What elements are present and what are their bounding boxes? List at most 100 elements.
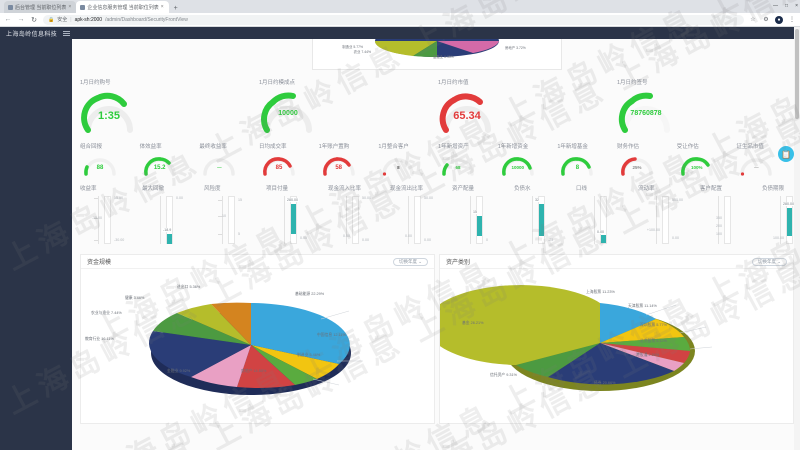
gauge-ring: 78760878 <box>617 88 675 136</box>
small-gauge-1[interactable]: 体效益率 15.2 <box>140 142 200 178</box>
slider-6[interactable]: 资产配量 15 0 <box>452 184 514 246</box>
big-gauge-2[interactable]: 1月日约市值 65.34 <box>438 78 617 136</box>
slider-tick-label: 200 <box>716 224 722 228</box>
slider-track-box[interactable]: 50.00 0.00 0.00 <box>390 194 452 246</box>
page-scrollbar[interactable] <box>794 27 800 450</box>
small-gauge-0[interactable]: 组合回报 88 <box>80 142 140 178</box>
big-gauge-label: 1月日约市值 <box>438 80 469 86</box>
pie-callout-7: 债券 20.66% <box>594 381 616 385</box>
slider-5[interactable]: 现金流出比率 50.00 0.00 0.00 <box>390 184 452 246</box>
slider-9[interactable]: 流动率 500.00 +100.00 0.00 <box>638 184 700 246</box>
slider-tick-label: 0.00 <box>424 238 431 242</box>
slider-2[interactable]: 风险度 15 10 5 <box>204 184 266 246</box>
gauge-ring: — <box>736 152 776 178</box>
secure-label: 安全 <box>57 17 68 23</box>
gauge-ring: 10000 <box>259 88 317 136</box>
slider-10[interactable]: 客户配置 350 200 100 <box>700 184 762 246</box>
slider-track-box[interactable]: 15.00 -15.00 -30.00 <box>80 194 142 246</box>
panel-year-switch-button[interactable]: 切换年度 ⌄ <box>392 257 428 266</box>
browser-tab-1[interactable]: 企业信息服务管理 当前职位列表 × <box>76 1 169 13</box>
menu-icon[interactable]: ⋮ <box>789 17 795 23</box>
small-gauge-8[interactable]: 1年新增基金 8 <box>557 142 617 178</box>
small-gauge-label: 最终收益率 <box>199 144 227 150</box>
slider-value-label: 0.00 <box>596 230 605 234</box>
big-gauge-1[interactable]: 1月日约模成点 10000 <box>259 78 438 136</box>
small-gauge-2[interactable]: 最终收益率 — <box>199 142 259 178</box>
slider-track-box[interactable]: 280.00 0.00 <box>266 194 328 246</box>
forward-icon[interactable]: → <box>17 16 25 23</box>
small-gauge-9[interactable]: 财务作估 25% <box>617 142 677 178</box>
address-bar[interactable]: 🔒 安全 | apk-sh:2000/admin/Dashboard/Secur… <box>43 14 744 25</box>
small-gauge-label: 1年新增资金 <box>497 144 529 150</box>
gauge-ring: 10000 <box>498 152 538 178</box>
new-tab-button[interactable]: + <box>173 5 178 12</box>
pie-callout-6: 农业与渔业 7.44% <box>91 311 122 315</box>
slider-track-box[interactable]: 15 10 5 <box>204 194 266 246</box>
pie-callout-5: 教育行业 16.11% <box>85 337 114 341</box>
browser-tab-0[interactable]: 后台管理 当前职位列表 × <box>4 1 77 13</box>
panel-fund-scale: 资金规模 切换年度 ⌄ <box>80 254 435 424</box>
page-scrollbar-thumb[interactable] <box>795 29 799 119</box>
small-gauge-label: 1年账户置购 <box>318 144 350 150</box>
slider-tick-label: 0 <box>486 238 488 242</box>
slider-track-box[interactable]: 0.00 <box>576 194 638 246</box>
small-gauge-11[interactable]: 证生品市值 — 📋 <box>736 142 796 178</box>
slider-label: 现金流入比率 <box>328 186 362 192</box>
slider-track-box[interactable]: 350 200 100 <box>700 194 762 246</box>
slider-track-box[interactable]: 50.00 0.00 0.00 <box>328 194 390 246</box>
minimize-icon[interactable]: — <box>773 2 779 9</box>
small-gauge-value: 8 <box>397 165 400 170</box>
tab-close-icon[interactable]: × <box>160 4 164 10</box>
hamburger-icon[interactable] <box>63 30 71 36</box>
slider-track-box[interactable]: 500.00 +100.00 0.00 <box>638 194 700 246</box>
slider-row: 收益率 15.00 -15.00 -30.00 最大回撤 <box>72 178 800 246</box>
chart-panel-row: 资金规模 切换年度 ⌄ <box>72 246 800 424</box>
slider-0[interactable]: 收益率 15.00 -15.00 -30.00 <box>80 184 142 246</box>
slider-4[interactable]: 现金流入比率 50.00 0.00 0.00 <box>328 184 390 246</box>
panel-header: 资金规模 切换年度 ⌄ <box>81 255 434 269</box>
small-gauge-label: 受让作估 <box>676 144 699 150</box>
panel-year-switch-button[interactable]: 切换年度 ⌄ <box>751 257 787 266</box>
back-icon[interactable]: ← <box>4 16 12 23</box>
big-gauge-0[interactable]: 1月日约购号 1:35 <box>80 78 259 136</box>
slider-tick-label: 100 <box>716 232 722 236</box>
small-gauge-6[interactable]: 1年新增资产 68 <box>438 142 498 178</box>
small-gauge-label: 组合回报 <box>80 144 103 150</box>
big-gauge-label: 1月日约签号 <box>617 80 648 86</box>
profile-avatar[interactable]: ● <box>775 15 783 24</box>
small-gauge-label: 体效益率 <box>139 144 162 150</box>
window-controls: — □ × <box>773 0 798 11</box>
copy-icon-button[interactable]: 📋 <box>778 146 795 162</box>
slider-3[interactable]: 项目付量 280.00 0.00 <box>266 184 328 246</box>
small-gauge-5[interactable]: 1月整合客户 8 <box>378 142 438 178</box>
slider-label: 收益率 <box>80 186 97 192</box>
slider-8[interactable]: 口线 0.00 <box>576 184 638 246</box>
slider-track-box[interactable]: 0.00 -18.9 <box>142 194 204 246</box>
small-gauge-10[interactable]: 受让作估 100% <box>677 142 737 178</box>
slider-track-box[interactable]: 32 -25 <box>514 194 576 246</box>
small-gauge-3[interactable]: 日均成交率 85 <box>259 142 319 178</box>
slider-tick-label: 5 <box>238 232 240 236</box>
pie-callout-0: 基础能源 22.29% <box>295 292 325 296</box>
small-gauge-label: 日均成交率 <box>259 144 287 150</box>
slider-1[interactable]: 最大回撤 0.00 -18.9 <box>142 184 204 246</box>
star-icon[interactable]: ☆ <box>750 17 756 23</box>
tab-close-icon[interactable]: × <box>68 4 72 10</box>
slider-7[interactable]: 负债水 32 -25 <box>514 184 576 246</box>
big-gauge-3[interactable]: 1月日约签号 78760878 <box>617 78 796 136</box>
slider-track-box[interactable]: 15 0 <box>452 194 514 246</box>
close-window-icon[interactable]: × <box>795 2 798 9</box>
slider-label: 项目付量 <box>266 186 289 192</box>
slider-tick-label: +100.00 <box>646 228 660 232</box>
slider-tick-label: 10 <box>222 214 226 218</box>
slider-label: 资产配量 <box>452 186 475 192</box>
gauge-ring: 8 <box>557 152 597 178</box>
gauge-ring: — <box>199 152 239 178</box>
slider-tick-label: 0.00 <box>176 196 183 200</box>
maximize-icon[interactable]: □ <box>785 2 789 9</box>
small-gauge-4[interactable]: 1年账户置购 58 <box>319 142 379 178</box>
extension-icon[interactable]: ⚙ <box>763 17 769 23</box>
reload-icon[interactable]: ↻ <box>31 16 37 24</box>
pie-callout-3: 房地产 14.55% <box>241 369 267 373</box>
small-gauge-7[interactable]: 1年新增资金 10000 <box>498 142 558 178</box>
